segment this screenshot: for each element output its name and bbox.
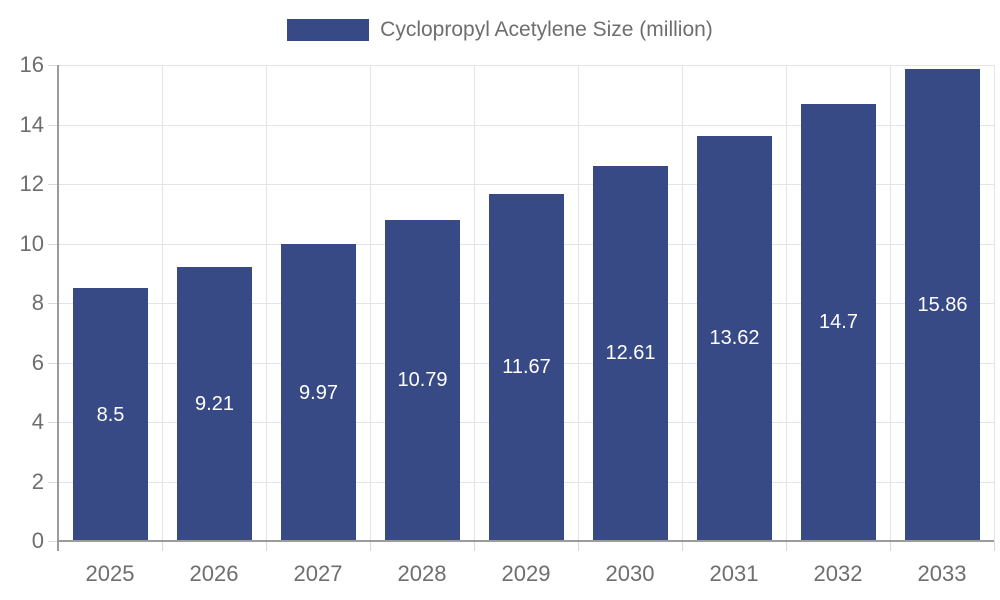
y-axis-tick <box>48 422 58 423</box>
x-axis-tick <box>786 541 787 551</box>
y-axis-tick <box>48 184 58 185</box>
y-axis-tick-label: 2 <box>31 469 44 494</box>
y-axis-tick-label: 0 <box>31 528 44 553</box>
y-axis-tick-label: 8 <box>31 290 44 315</box>
x-axis-tick <box>578 541 579 551</box>
x-gridline <box>890 65 891 541</box>
bar <box>905 69 980 541</box>
y-axis-tick <box>48 244 58 245</box>
x-axis-tick <box>266 541 267 551</box>
bar-value-label: 9.97 <box>299 382 338 404</box>
y-axis-tick <box>48 65 58 66</box>
y-axis-tick-label: 12 <box>19 171 44 196</box>
x-gridline <box>682 65 683 541</box>
x-axis-tick <box>994 541 995 551</box>
x-axis-tick-label: 2031 <box>709 561 759 586</box>
x-gridline <box>266 65 267 541</box>
legend-label: Cyclopropyl Acetylene Size (million) <box>380 18 713 41</box>
y-axis-tick <box>48 125 58 126</box>
bar <box>281 244 356 541</box>
bar <box>593 165 668 541</box>
bar <box>801 103 876 541</box>
bar-value-label: 12.61 <box>605 342 656 364</box>
y-axis-tick <box>48 303 58 304</box>
x-axis-line <box>57 540 994 542</box>
bar <box>177 267 252 541</box>
x-gridline <box>786 65 787 541</box>
bar <box>697 135 772 541</box>
x-axis-tick-label: 2027 <box>293 561 343 586</box>
x-axis-tick <box>162 541 163 551</box>
x-axis-tick-label: 2029 <box>501 561 551 586</box>
y-axis-tick <box>48 482 58 483</box>
x-gridline <box>994 65 995 541</box>
legend-item[interactable]: Cyclopropyl Acetylene Size (million) <box>0 18 1000 41</box>
x-gridline <box>162 65 163 541</box>
bar-value-label: 14.7 <box>819 311 858 333</box>
x-axis-tick-label: 2030 <box>605 561 655 586</box>
bar-value-label: 13.62 <box>709 327 760 349</box>
bar-value-label: 9.21 <box>195 393 234 415</box>
x-gridline <box>578 65 579 541</box>
x-axis-tick-label: 2025 <box>85 561 135 586</box>
x-axis-tick <box>370 541 371 551</box>
y-axis-tick-label: 6 <box>31 350 44 375</box>
x-gridline <box>370 65 371 541</box>
y-axis-tick <box>48 541 58 542</box>
y-axis-tick-label: 14 <box>19 112 44 137</box>
bar <box>489 193 564 541</box>
y-axis-tick-label: 16 <box>19 52 44 77</box>
x-gridline <box>474 65 475 541</box>
bar-value-label: 15.86 <box>917 294 968 316</box>
y-gridline <box>58 65 994 66</box>
y-gridline <box>58 125 994 126</box>
x-axis-tick <box>474 541 475 551</box>
y-axis-tick <box>48 363 58 364</box>
bar <box>73 288 148 541</box>
x-axis-tick-label: 2028 <box>397 561 447 586</box>
bar <box>385 220 460 541</box>
x-axis-tick-label: 2026 <box>189 561 239 586</box>
legend-swatch <box>287 18 370 41</box>
x-axis-tick <box>682 541 683 551</box>
bar-value-label: 8.5 <box>96 404 125 426</box>
x-axis-tick-label: 2032 <box>813 561 863 586</box>
bar-value-label: 11.67 <box>502 356 551 378</box>
x-axis-tick-label: 2033 <box>917 561 967 586</box>
y-axis-line <box>57 65 59 551</box>
x-axis-tick <box>890 541 891 551</box>
y-gridline <box>58 184 994 185</box>
bar-value-label: 10.79 <box>397 369 448 391</box>
y-axis-tick-label: 10 <box>19 231 44 256</box>
y-axis-tick-label: 4 <box>31 409 44 434</box>
